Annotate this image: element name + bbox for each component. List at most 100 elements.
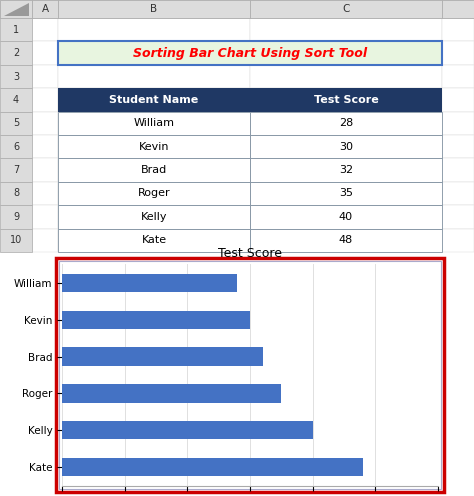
Bar bbox=[442, 229, 474, 252]
Bar bbox=[32, 88, 58, 112]
Bar bbox=[58, 229, 250, 252]
Bar bbox=[62, 311, 250, 329]
Bar bbox=[58, 41, 442, 65]
Bar bbox=[56, 258, 444, 492]
Text: A: A bbox=[41, 4, 48, 14]
Text: Kelly: Kelly bbox=[141, 212, 167, 222]
Text: 48: 48 bbox=[339, 235, 353, 246]
Text: Student Name: Student Name bbox=[109, 95, 199, 105]
Text: C: C bbox=[342, 4, 350, 14]
Bar bbox=[62, 348, 263, 366]
Bar bbox=[58, 158, 250, 182]
Bar bbox=[250, 18, 442, 41]
Bar bbox=[59, 261, 441, 489]
Bar bbox=[32, 65, 58, 88]
Bar bbox=[250, 88, 442, 112]
Bar bbox=[58, 182, 250, 205]
Bar bbox=[58, 65, 250, 88]
Bar bbox=[0, 88, 32, 112]
Text: Sorting Bar Chart Using Sort Tool: Sorting Bar Chart Using Sort Tool bbox=[133, 47, 367, 60]
Bar bbox=[442, 205, 474, 229]
Text: Brad: Brad bbox=[141, 165, 167, 175]
Text: B: B bbox=[150, 4, 157, 14]
Text: 7: 7 bbox=[13, 165, 19, 175]
Text: 40: 40 bbox=[339, 212, 353, 222]
Bar bbox=[32, 158, 58, 182]
Bar bbox=[250, 135, 442, 158]
Bar bbox=[58, 229, 250, 252]
Polygon shape bbox=[4, 3, 29, 16]
Text: 4: 4 bbox=[13, 95, 19, 105]
Bar bbox=[0, 0, 32, 18]
Bar bbox=[58, 88, 250, 112]
Bar bbox=[250, 229, 442, 252]
Bar bbox=[250, 135, 442, 158]
Title: Test Score: Test Score bbox=[218, 247, 282, 260]
Bar bbox=[32, 0, 58, 18]
Bar bbox=[0, 205, 32, 229]
Bar bbox=[442, 182, 474, 205]
Bar bbox=[32, 112, 58, 135]
Text: 10: 10 bbox=[10, 235, 22, 246]
Text: 9: 9 bbox=[13, 212, 19, 222]
Text: 8: 8 bbox=[13, 188, 19, 198]
Bar bbox=[442, 65, 474, 88]
Text: 5: 5 bbox=[13, 119, 19, 128]
Bar bbox=[250, 229, 442, 252]
Bar bbox=[58, 88, 250, 112]
Text: Roger: Roger bbox=[137, 188, 170, 198]
Bar bbox=[442, 135, 474, 158]
Bar bbox=[442, 0, 474, 18]
Bar bbox=[62, 421, 313, 439]
Bar bbox=[0, 18, 32, 41]
Text: 32: 32 bbox=[339, 165, 353, 175]
Bar bbox=[32, 182, 58, 205]
Bar bbox=[0, 229, 32, 252]
Bar bbox=[442, 158, 474, 182]
Text: 1: 1 bbox=[13, 25, 19, 35]
Bar bbox=[442, 112, 474, 135]
Bar bbox=[58, 18, 250, 41]
Bar bbox=[58, 0, 250, 18]
Bar bbox=[0, 0, 474, 18]
Text: 6: 6 bbox=[13, 142, 19, 152]
Text: 28: 28 bbox=[339, 119, 353, 128]
Bar bbox=[442, 41, 474, 65]
Bar bbox=[250, 41, 442, 65]
Bar bbox=[62, 458, 363, 476]
Bar bbox=[32, 41, 58, 65]
Bar bbox=[250, 158, 442, 182]
Text: Kate: Kate bbox=[141, 235, 166, 246]
Bar bbox=[32, 205, 58, 229]
Text: Kevin: Kevin bbox=[139, 142, 169, 152]
Bar bbox=[442, 18, 474, 41]
Bar bbox=[58, 112, 250, 135]
Bar bbox=[58, 41, 250, 65]
Bar bbox=[62, 274, 237, 293]
Bar bbox=[250, 205, 442, 229]
Bar bbox=[62, 384, 282, 403]
Bar bbox=[250, 0, 442, 18]
Bar bbox=[32, 229, 58, 252]
Bar bbox=[58, 158, 250, 182]
Text: William: William bbox=[134, 119, 174, 128]
Text: 2: 2 bbox=[13, 48, 19, 58]
Bar bbox=[0, 41, 32, 65]
Bar bbox=[58, 135, 250, 158]
Bar bbox=[0, 65, 32, 88]
Bar bbox=[32, 18, 58, 41]
Bar bbox=[0, 112, 32, 135]
Bar bbox=[250, 88, 442, 112]
Text: Test Score: Test Score bbox=[314, 95, 378, 105]
Bar bbox=[250, 205, 442, 229]
Bar bbox=[58, 135, 250, 158]
Bar bbox=[58, 205, 250, 229]
Bar bbox=[250, 182, 442, 205]
Bar bbox=[58, 182, 250, 205]
Bar bbox=[32, 135, 58, 158]
Bar bbox=[0, 135, 32, 158]
Bar bbox=[250, 112, 442, 135]
Text: 35: 35 bbox=[339, 188, 353, 198]
Text: 3: 3 bbox=[13, 71, 19, 81]
Bar bbox=[250, 158, 442, 182]
